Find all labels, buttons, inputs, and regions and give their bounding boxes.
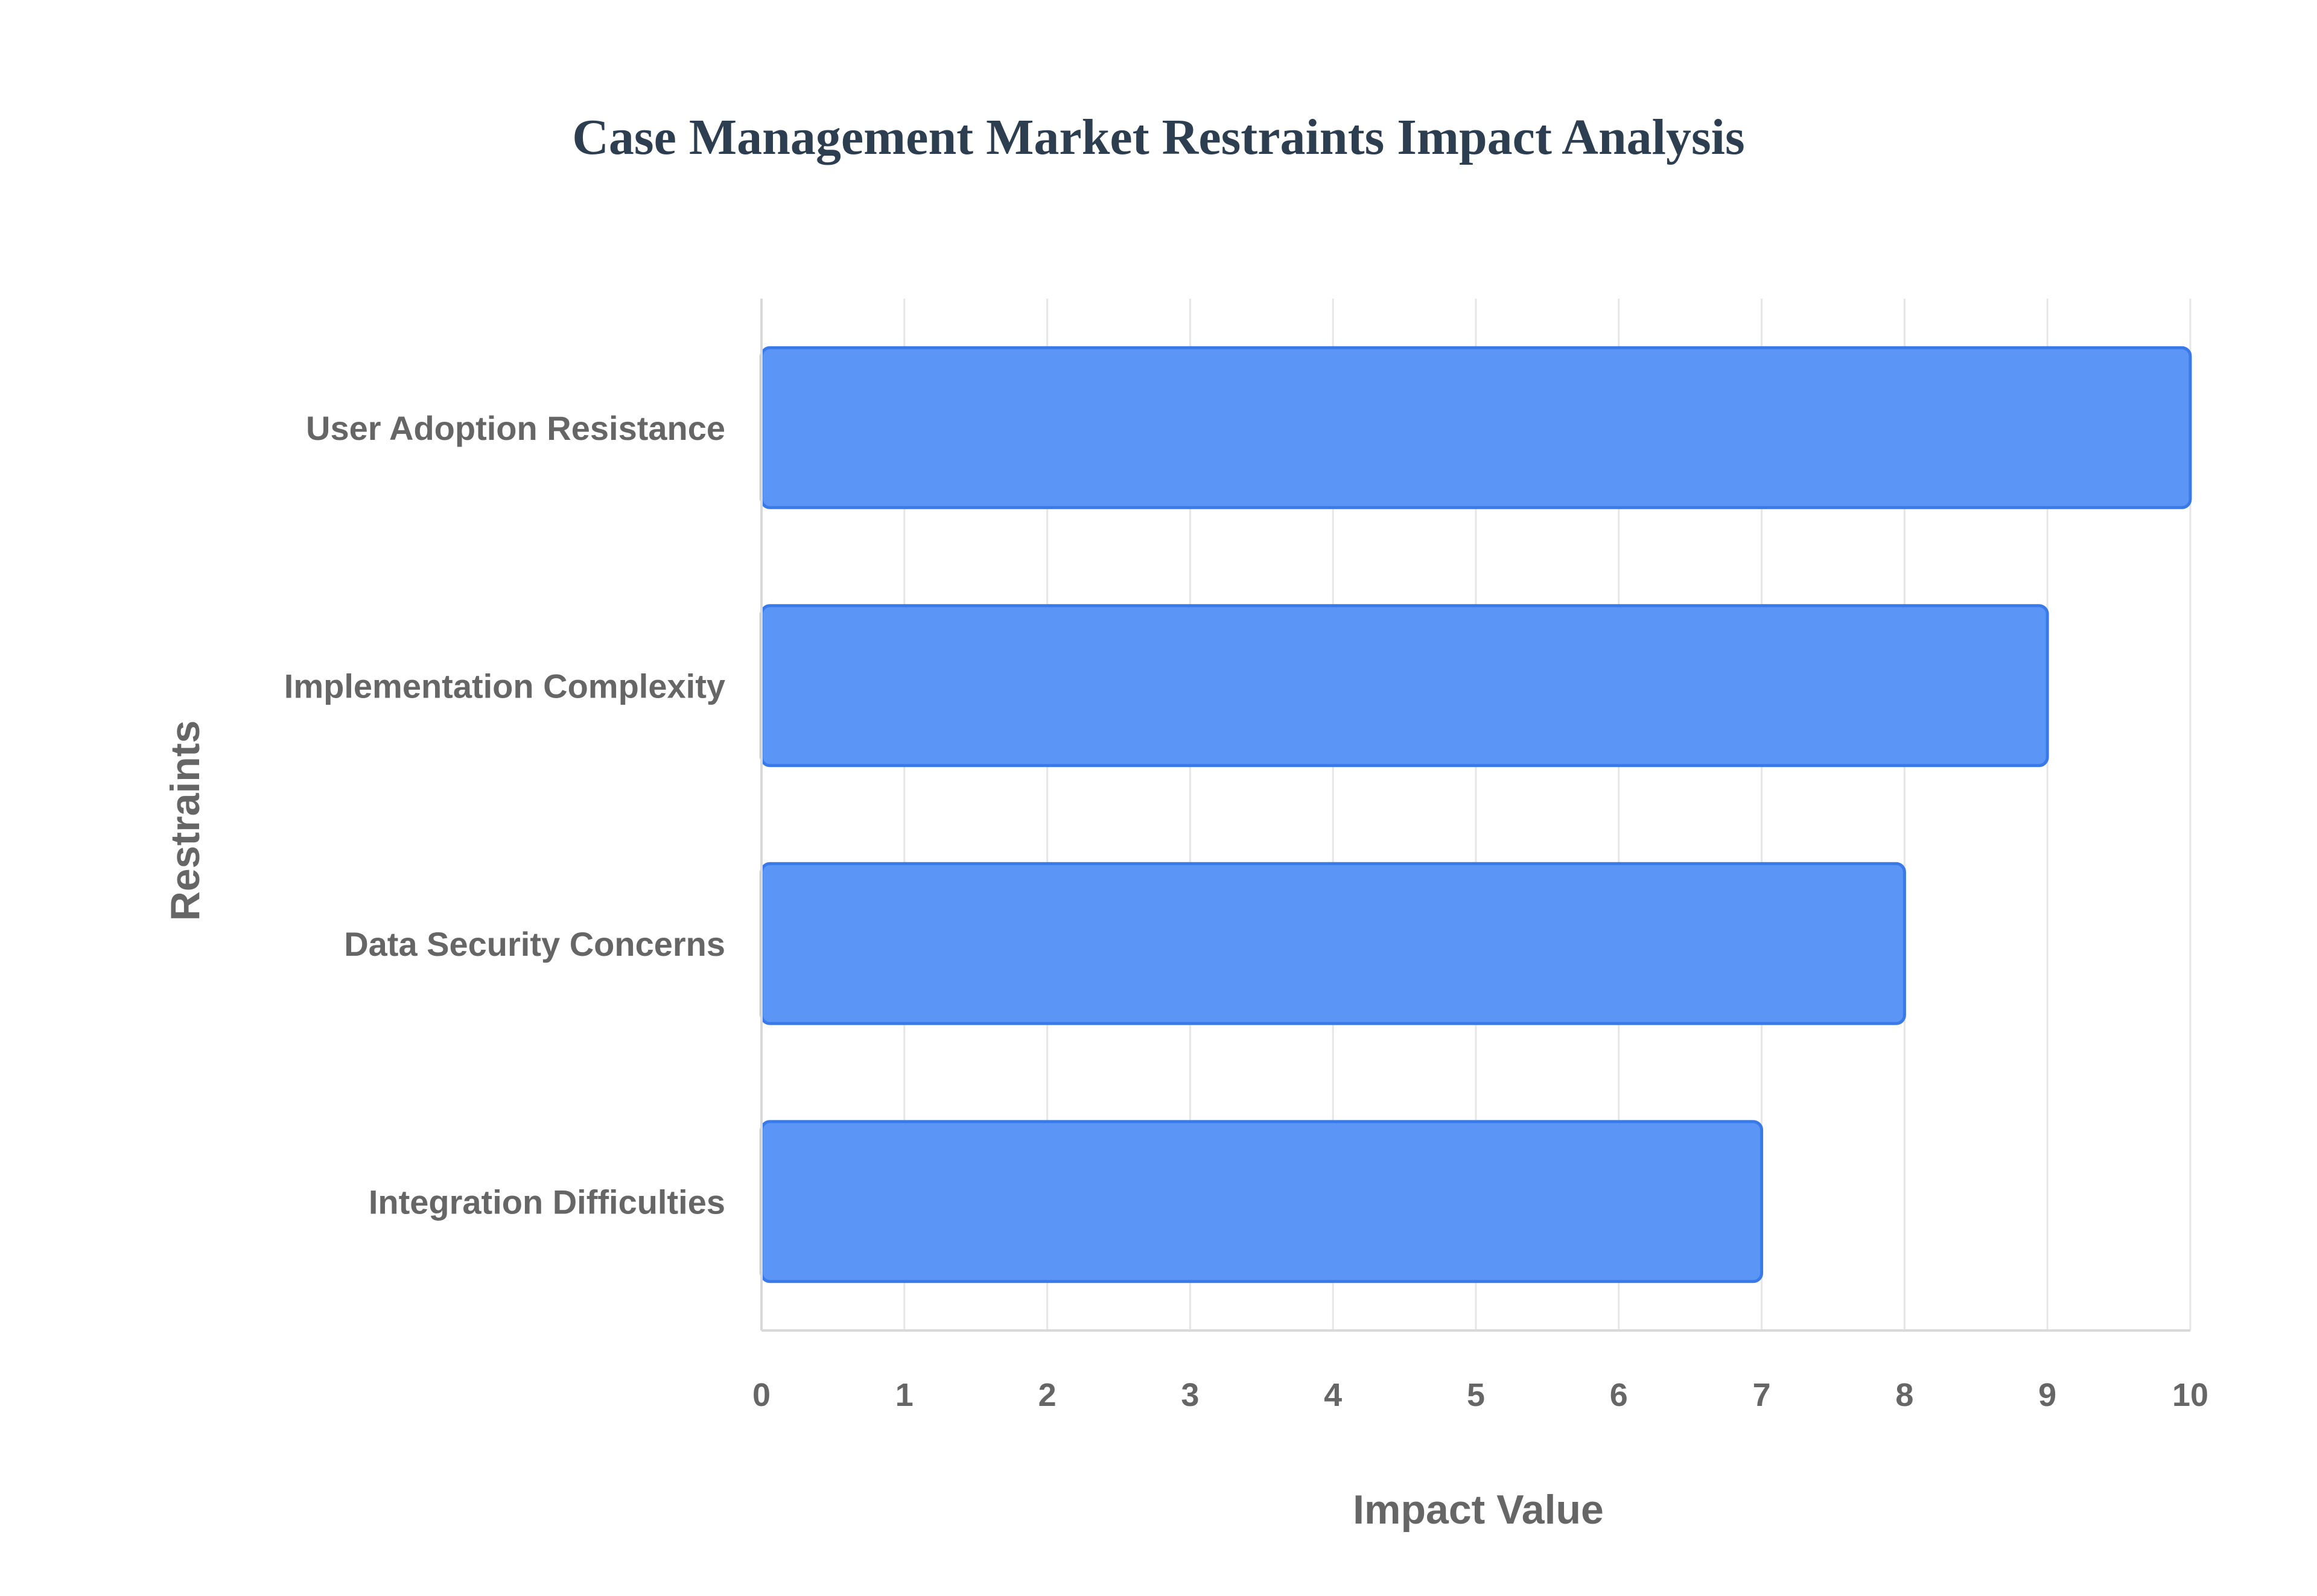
- chart-title: Case Management Market Restraints Impact…: [572, 109, 1744, 165]
- bar: [760, 862, 1906, 1025]
- category-label: Data Security Concerns: [344, 925, 725, 963]
- category-labels: User Adoption Resistance Implementation C…: [284, 409, 725, 1221]
- axes: [760, 299, 2190, 1332]
- x-tick-label: 10: [2172, 1377, 2208, 1413]
- x-axis-title: Impact Value: [1353, 1487, 1604, 1533]
- x-tick-label: 2: [1038, 1377, 1057, 1413]
- bar: [760, 346, 2192, 509]
- category-label: User Adoption Resistance: [306, 409, 725, 447]
- category-label: Implementation Complexity: [284, 667, 725, 705]
- bar: [760, 1120, 1764, 1283]
- y-axis-title: Restraints: [162, 720, 208, 921]
- x-tick-label: 9: [2038, 1377, 2056, 1413]
- x-tick-label: 8: [1895, 1377, 1913, 1413]
- x-tick-label: 7: [1753, 1377, 1771, 1413]
- category-label: Integration Difficulties: [369, 1183, 725, 1221]
- x-tick-label: 0: [752, 1377, 771, 1413]
- x-tick-label: 4: [1324, 1377, 1342, 1413]
- x-tick-label: 6: [1610, 1377, 1628, 1413]
- x-tick-label: 5: [1467, 1377, 1485, 1413]
- x-tick-label: 1: [895, 1377, 914, 1413]
- bar: [760, 604, 2049, 768]
- x-tick-label: 3: [1181, 1377, 1199, 1413]
- bars: [760, 346, 2192, 1283]
- x-tick-labels: 0 1 2 3 4 5 6 7 8 9 10: [752, 1377, 2208, 1413]
